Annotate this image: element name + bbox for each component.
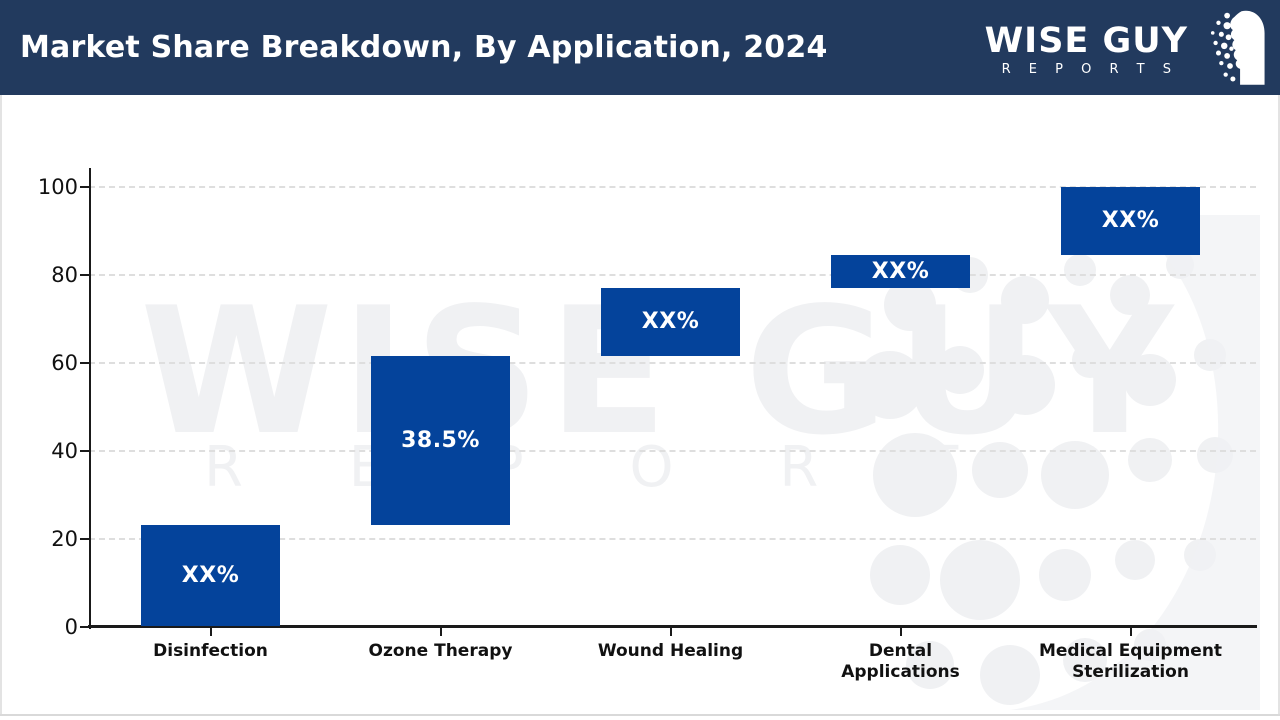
- y-axis-tick: [80, 361, 89, 364]
- category-label: Dental Applications: [841, 641, 960, 682]
- gridline-y-100: [89, 185, 1256, 188]
- category-label: Ozone Therapy: [368, 641, 513, 661]
- y-axis-tick-label: 100: [37, 174, 78, 199]
- y-axis-tick: [80, 449, 89, 452]
- y-axis-line: [89, 168, 91, 629]
- bar-ozone-therapy: 38.5%: [371, 355, 510, 526]
- gridline-y-80: [89, 273, 1256, 276]
- y-axis-tick-label: 40: [51, 438, 78, 463]
- watermark-dotted-head-graphic: [856, 215, 1260, 710]
- y-axis-tick: [80, 537, 89, 540]
- bar-value-label: 38.5%: [401, 428, 480, 454]
- bar-value-label: XX%: [1101, 208, 1160, 234]
- bar-value-label: XX%: [871, 258, 930, 284]
- card-border-left: [0, 95, 2, 716]
- gridline-y-40: [89, 449, 1256, 452]
- card-border-bottom: [0, 714, 1280, 716]
- chart-title: Market Share Breakdown, By Application, …: [20, 30, 828, 65]
- category-label: Disinfection: [153, 641, 268, 661]
- brand-dotted-head-icon: [1210, 10, 1265, 85]
- bar-disinfection: XX%: [141, 525, 280, 627]
- y-axis-tick-label: 80: [51, 262, 78, 287]
- bar-dental-applications: XX%: [831, 254, 970, 288]
- y-axis-tick-label: 0: [64, 614, 78, 639]
- category-label: Wound Healing: [597, 641, 744, 661]
- chart-header-bar: Market Share Breakdown, By Application, …: [0, 0, 1280, 95]
- x-axis-tick: [1129, 628, 1132, 636]
- x-axis-tick: [439, 628, 442, 636]
- bar-wound-healing: XX%: [601, 287, 740, 356]
- brand-subtitle-text: R E P O R T S: [1001, 61, 1178, 77]
- y-axis-tick-label: 20: [51, 526, 78, 551]
- brand-name-text: WISE GUY: [984, 20, 1188, 61]
- brand-logo: WISE GUY R E P O R T S: [985, 0, 1266, 95]
- category-label: Medical Equipment Sterilization: [1038, 641, 1223, 682]
- bar-value-label: XX%: [641, 309, 700, 335]
- x-axis-tick: [899, 628, 902, 636]
- card-border-right: [1278, 95, 1280, 716]
- y-axis-tick-label: 60: [51, 350, 78, 375]
- y-axis-tick: [80, 185, 89, 188]
- bar-value-label: XX%: [181, 563, 240, 589]
- bar-medical-equipment-sterilization: XX%: [1061, 186, 1200, 255]
- x-axis-line: [88, 625, 1257, 628]
- gridline-y-60: [89, 361, 1256, 364]
- y-axis-tick: [80, 273, 89, 276]
- brand-wordmark: WISE GUY R E P O R T S: [984, 20, 1188, 77]
- x-axis-tick: [209, 628, 212, 636]
- gridline-y-20: [89, 537, 1256, 540]
- x-axis-tick: [669, 628, 672, 636]
- y-axis-tick: [80, 625, 89, 628]
